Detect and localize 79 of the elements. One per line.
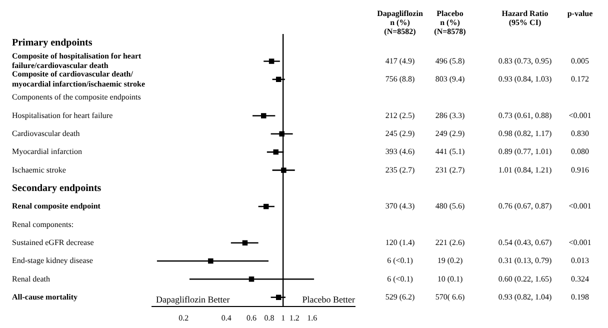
- text: 480 (5.6): [435, 202, 465, 211]
- data-label: 0.93 (0.82, 1.04): [498, 292, 552, 302]
- text: 0.324: [571, 274, 589, 284]
- text: <0.001: [568, 238, 592, 247]
- point: [248, 276, 254, 282]
- text: 19 (0.2): [437, 256, 463, 266]
- data-label: 1.01 (0.84, 1.21): [498, 165, 552, 174]
- x-tick-label: 0.4: [221, 313, 232, 322]
- y-tick-label: All-cause mortality: [12, 292, 78, 302]
- text: 370 (4.3): [385, 202, 415, 211]
- text: 6 (<0.1): [387, 256, 414, 266]
- text: 212 (2.5): [385, 110, 415, 120]
- text: 120 (1.4): [385, 238, 415, 247]
- y-tick-label: Composite of hospitalisation for heart failure/cardiovascular death: [12, 52, 142, 70]
- y-tick-label: Renal composite endpoint: [12, 202, 101, 211]
- text: Renal components:: [12, 220, 74, 229]
- data-label: 0.60 (0.22, 1.65): [498, 274, 552, 284]
- text: 221 (2.6): [435, 238, 465, 247]
- x-tick-label: 0.6: [246, 313, 257, 322]
- x-tick-label: 0.2: [178, 313, 189, 322]
- y-tick-label: Renal death: [12, 274, 50, 284]
- annotation: Placebo Better: [302, 294, 355, 304]
- text: 570( 6.6): [435, 292, 465, 302]
- text: Dapagliflozin n (%) (N=8582): [377, 9, 424, 36]
- data-label: 0.83 (0.73, 0.95): [498, 56, 552, 66]
- data-label: 0.89 (0.77, 1.01): [498, 147, 552, 156]
- text: 393 (4.6): [385, 147, 415, 156]
- text: 249 (2.9): [435, 128, 465, 138]
- text: 756 (8.8): [385, 74, 415, 84]
- point: [276, 294, 282, 300]
- text: 0.013: [571, 256, 589, 266]
- text: Primary endpoints: [12, 38, 92, 49]
- text: 417 (4.9): [385, 56, 415, 66]
- data-label: 0.54 (0.43, 0.67): [498, 238, 552, 247]
- data-label: 0.73 (0.61, 0.88): [498, 110, 552, 120]
- text: 0.916: [571, 165, 589, 174]
- text: 803 (9.4): [435, 74, 465, 84]
- y-tick-label: Sustained eGFR decrease: [12, 238, 94, 247]
- x-tick-label: 1.2: [289, 313, 300, 322]
- annotation: Dapagliflozin Better: [156, 294, 230, 304]
- text: 235 (2.7): [385, 165, 415, 174]
- text: Secondary endpoints: [12, 182, 102, 194]
- y-tick-label: End-stage kidney disease: [12, 256, 94, 266]
- text: 496 (5.8): [435, 56, 465, 66]
- x-tick-label: 0.8: [264, 313, 274, 322]
- text: 529 (6.2): [385, 292, 415, 302]
- text: p-value: [567, 9, 594, 18]
- text: 245 (2.9): [385, 128, 415, 138]
- point: [273, 149, 279, 155]
- text: 0.830: [571, 128, 589, 138]
- text: 0.080: [571, 147, 589, 156]
- point: [279, 131, 284, 136]
- text: Components of the composite endpoints: [12, 92, 141, 102]
- text: 0.198: [571, 292, 589, 302]
- point: [242, 240, 248, 246]
- text: <0.001: [568, 110, 592, 120]
- point: [276, 76, 282, 82]
- data-label: 0.93 (0.84, 1.03): [498, 74, 552, 84]
- text: 286 (3.3): [435, 110, 465, 120]
- data-label: 0.31 (0.13, 0.79): [498, 256, 552, 266]
- text: 441 (5.1): [435, 147, 465, 156]
- text: 0.172: [571, 74, 589, 84]
- y-tick-label: Cardiovascular death: [12, 128, 80, 138]
- y-tick-label: Composite of cardiovascular death/ myocardial infarction/ischaemic stroke: [12, 70, 146, 88]
- text: 231 (2.7): [435, 165, 465, 174]
- text: <0.001: [568, 202, 592, 211]
- text: Hazard Ratio (95% CI): [502, 9, 548, 28]
- text: Placebo n (%) (N=8578): [434, 9, 466, 36]
- text: 0.005: [571, 56, 589, 66]
- x-tick-label: 1: [281, 313, 286, 322]
- y-tick-label: Hospitalisation for heart failure: [12, 110, 114, 120]
- y-tick-label: Ischaemic stroke: [12, 165, 66, 174]
- x-tick-label: 1.6: [307, 313, 318, 322]
- point: [268, 58, 274, 64]
- text: 10 (0.1): [437, 274, 463, 284]
- data-label: 0.76 (0.67, 0.87): [498, 202, 552, 211]
- y-tick-label: Myocardial infarction: [12, 147, 82, 156]
- data-label: 0.98 (0.82, 1.17): [498, 128, 552, 138]
- text: 6 (<0.1): [387, 274, 414, 284]
